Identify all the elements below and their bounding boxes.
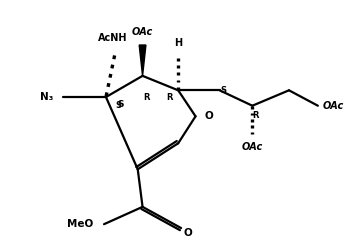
Text: OAc: OAc xyxy=(323,101,344,111)
Text: MeO: MeO xyxy=(67,219,93,229)
Text: H: H xyxy=(174,38,182,48)
Text: S: S xyxy=(220,86,226,95)
Text: N₃: N₃ xyxy=(40,92,53,102)
Text: R: R xyxy=(252,111,258,120)
Text: S: S xyxy=(116,101,121,110)
Text: O: O xyxy=(204,111,213,121)
Text: R: R xyxy=(166,93,173,102)
Text: O: O xyxy=(184,228,192,238)
Polygon shape xyxy=(139,45,146,76)
Text: S: S xyxy=(117,100,124,109)
Text: OAc: OAc xyxy=(132,27,153,37)
Text: AcNH: AcNH xyxy=(98,33,127,43)
Text: R: R xyxy=(143,93,150,102)
Text: OAc: OAc xyxy=(242,142,263,152)
